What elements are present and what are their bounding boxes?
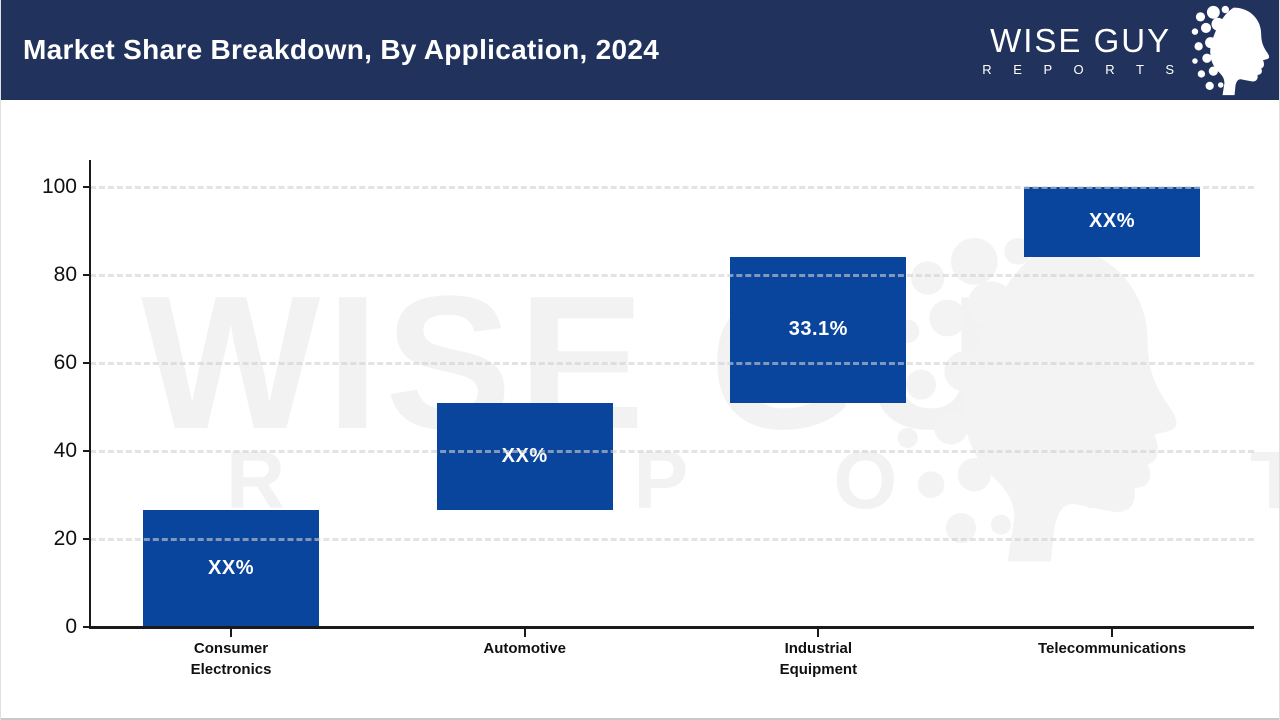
- x-tick-3: [1111, 629, 1113, 637]
- brand-subtitle: R E P O R T S: [982, 61, 1183, 77]
- brand-head-icon: [1191, 5, 1270, 96]
- bar-value-label: 33.1%: [788, 318, 848, 341]
- brand-logo: WISE GUY R E P O R T S: [978, 4, 1271, 96]
- y-tick-0: [83, 626, 90, 628]
- y-tick-100: [83, 186, 90, 188]
- y-tick-80: [83, 274, 90, 276]
- brand-name: WISE GUY: [990, 21, 1172, 59]
- gridline-60: [90, 362, 1254, 365]
- bar-automotive: XX%: [436, 402, 613, 511]
- y-tick-label-80: 80: [53, 263, 77, 286]
- y-tick-label-40: 40: [53, 439, 77, 462]
- y-tick-40: [83, 450, 90, 452]
- category-label-telecommunications: Telecommunications: [1037, 640, 1187, 657]
- gridline-20: [90, 538, 1254, 541]
- bottom-border: [1, 718, 1279, 720]
- y-tick-20: [83, 538, 90, 540]
- header-bar: Market Share Breakdown, By Application, …: [1, 0, 1279, 100]
- gridline-100: [90, 186, 1254, 189]
- category-label-automotive: Automotive: [483, 640, 566, 657]
- bar-telecommunications: XX%: [1024, 187, 1200, 257]
- bar-value-label: XX%: [1089, 210, 1135, 233]
- y-tick-60: [83, 362, 90, 364]
- gridline-80: [90, 274, 1254, 277]
- watermark-head-icon: [896, 238, 1177, 562]
- x-tick-1: [523, 629, 526, 637]
- gridline-40: [90, 450, 1254, 453]
- y-tick-label-100: 100: [41, 175, 77, 198]
- y-tick-label-60: 60: [53, 351, 77, 374]
- y-tick-label-20: 20: [53, 527, 77, 550]
- category-label-industrial-equipment: Industrial Equipment: [779, 640, 858, 678]
- y-axis-line: [89, 160, 91, 628]
- x-axis-line: [89, 626, 1254, 629]
- bar-industrial-equipment: 33.1%: [730, 256, 907, 403]
- x-tick-0: [230, 629, 232, 637]
- bar-consumer-electronics: XX%: [143, 510, 319, 627]
- page-title: Market Share Breakdown, By Application, …: [23, 34, 660, 65]
- y-tick-label-0: 0: [65, 615, 77, 638]
- bar-value-label: XX%: [501, 444, 548, 467]
- brand-logo-text: WISE GUY R E P O R T S: [978, 24, 1183, 77]
- category-label-consumer-electronics: Consumer Electronics: [190, 640, 272, 678]
- bar-value-label: XX%: [208, 557, 254, 580]
- x-tick-2: [817, 629, 820, 637]
